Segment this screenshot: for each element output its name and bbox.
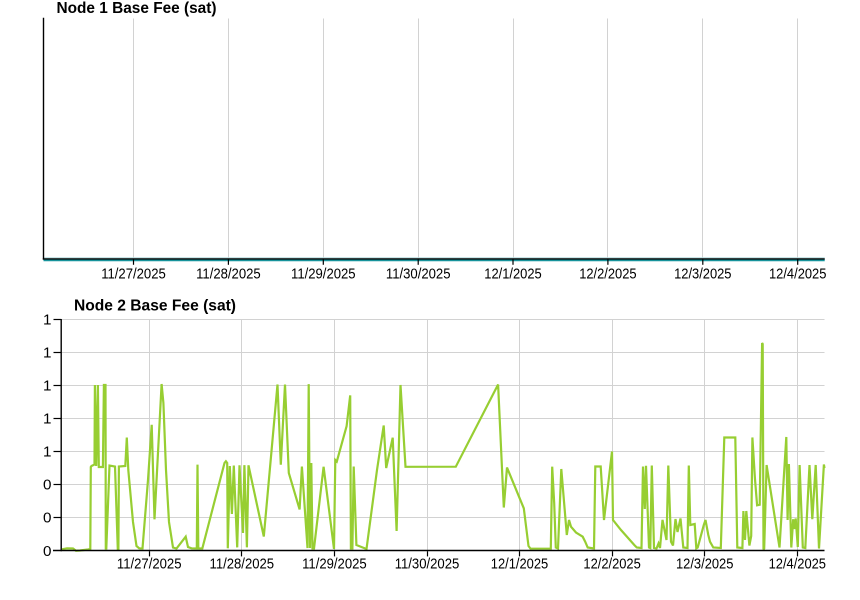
svg-text:11/27/2025: 11/27/2025 (117, 556, 182, 573)
svg-text:12/3/2025: 12/3/2025 (676, 556, 733, 573)
svg-text:11/30/2025: 11/30/2025 (395, 556, 460, 573)
svg-text:1: 1 (43, 311, 51, 328)
svg-text:Node 2 Base Fee (sat): Node 2 Base Fee (sat) (74, 298, 236, 315)
svg-text:12/2/2025: 12/2/2025 (583, 556, 640, 573)
svg-text:12/2/2025: 12/2/2025 (579, 266, 636, 283)
svg-text:11/28/2025: 11/28/2025 (210, 556, 275, 573)
svg-text:1: 1 (43, 444, 51, 461)
svg-text:12/4/2025: 12/4/2025 (769, 556, 826, 573)
svg-text:1: 1 (43, 344, 51, 361)
svg-text:11/27/2025: 11/27/2025 (101, 266, 166, 283)
svg-text:1: 1 (43, 411, 51, 428)
svg-text:11/29/2025: 11/29/2025 (291, 266, 356, 283)
svg-text:11/29/2025: 11/29/2025 (302, 556, 367, 573)
svg-text:0: 0 (43, 477, 51, 494)
svg-text:12/4/2025: 12/4/2025 (769, 266, 826, 283)
svg-text:0: 0 (43, 543, 51, 560)
svg-text:12/3/2025: 12/3/2025 (674, 266, 731, 283)
svg-text:11/30/2025: 11/30/2025 (386, 266, 451, 283)
svg-text:11/28/2025: 11/28/2025 (196, 266, 261, 283)
svg-text:1: 1 (43, 377, 51, 394)
svg-text:12/1/2025: 12/1/2025 (484, 266, 541, 283)
svg-text:12/1/2025: 12/1/2025 (491, 556, 548, 573)
svg-text:Node 1 Base Fee (sat): Node 1 Base Fee (sat) (57, 0, 217, 17)
svg-text:0: 0 (43, 510, 51, 527)
